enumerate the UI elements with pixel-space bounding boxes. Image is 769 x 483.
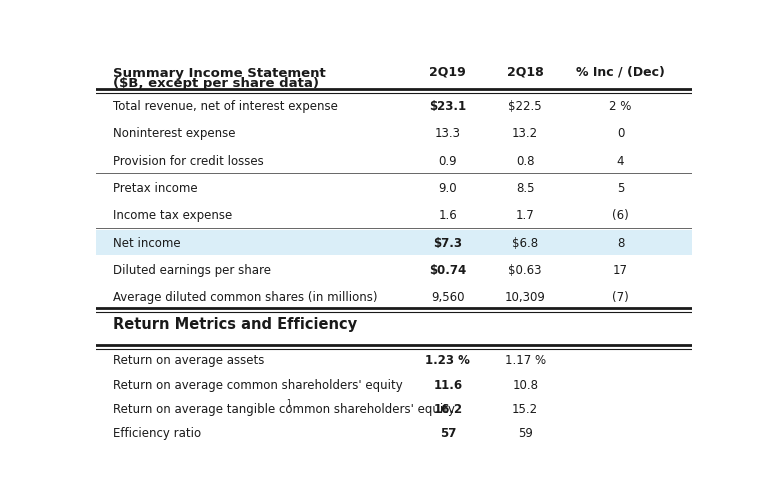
Text: $7.3: $7.3 — [433, 237, 462, 250]
Text: 17: 17 — [613, 264, 628, 277]
Text: Summary Income Statement: Summary Income Statement — [113, 67, 325, 80]
Text: 13.3: 13.3 — [434, 128, 461, 141]
Text: 0.8: 0.8 — [516, 155, 534, 168]
Text: 9.0: 9.0 — [438, 182, 457, 195]
Text: 59: 59 — [518, 427, 533, 440]
Text: 0.9: 0.9 — [438, 155, 457, 168]
Text: 2Q18: 2Q18 — [507, 65, 544, 78]
Text: 1.6: 1.6 — [438, 210, 457, 223]
Text: 9,560: 9,560 — [431, 291, 464, 304]
Text: Return on average assets: Return on average assets — [113, 355, 265, 368]
Text: (7): (7) — [612, 291, 629, 304]
Text: (6): (6) — [612, 210, 629, 223]
Text: $23.1: $23.1 — [429, 100, 466, 113]
Text: 10.8: 10.8 — [512, 379, 538, 392]
Text: 1.7: 1.7 — [516, 210, 534, 223]
Text: Net income: Net income — [113, 237, 181, 250]
Text: 10,309: 10,309 — [504, 291, 546, 304]
Text: Total revenue, net of interest expense: Total revenue, net of interest expense — [113, 100, 338, 113]
Text: 1: 1 — [286, 399, 291, 408]
Text: 8: 8 — [617, 237, 624, 250]
Text: 1.17 %: 1.17 % — [504, 355, 546, 368]
Text: $0.63: $0.63 — [508, 264, 542, 277]
Text: Noninterest expense: Noninterest expense — [113, 128, 235, 141]
Text: 5: 5 — [617, 182, 624, 195]
Text: 1.23 %: 1.23 % — [425, 355, 470, 368]
Text: 2Q19: 2Q19 — [429, 65, 466, 78]
Text: Return on average tangible common shareholders' equity: Return on average tangible common shareh… — [113, 403, 454, 416]
Text: Efficiency ratio: Efficiency ratio — [113, 427, 201, 440]
Text: Diluted earnings per share: Diluted earnings per share — [113, 264, 271, 277]
Text: $0.74: $0.74 — [429, 264, 466, 277]
Text: Provision for credit losses: Provision for credit losses — [113, 155, 264, 168]
Text: 8.5: 8.5 — [516, 182, 534, 195]
Text: Pretax income: Pretax income — [113, 182, 198, 195]
Text: % Inc / (Dec): % Inc / (Dec) — [576, 65, 665, 78]
Text: 0: 0 — [617, 128, 624, 141]
FancyBboxPatch shape — [96, 229, 692, 256]
Text: 57: 57 — [440, 427, 456, 440]
Text: 15.2: 15.2 — [512, 403, 538, 416]
Text: 16.2: 16.2 — [433, 403, 462, 416]
Text: ($B, except per share data): ($B, except per share data) — [113, 76, 319, 89]
Text: $6.8: $6.8 — [512, 237, 538, 250]
Text: $22.5: $22.5 — [508, 100, 542, 113]
Text: 2 %: 2 % — [609, 100, 632, 113]
Text: Average diluted common shares (in millions): Average diluted common shares (in millio… — [113, 291, 378, 304]
Text: 4: 4 — [617, 155, 624, 168]
Text: Return Metrics and Efficiency: Return Metrics and Efficiency — [113, 317, 357, 332]
Text: Return on average common shareholders' equity: Return on average common shareholders' e… — [113, 379, 402, 392]
Text: Income tax expense: Income tax expense — [113, 210, 232, 223]
Text: 11.6: 11.6 — [433, 379, 462, 392]
Text: 13.2: 13.2 — [512, 128, 538, 141]
